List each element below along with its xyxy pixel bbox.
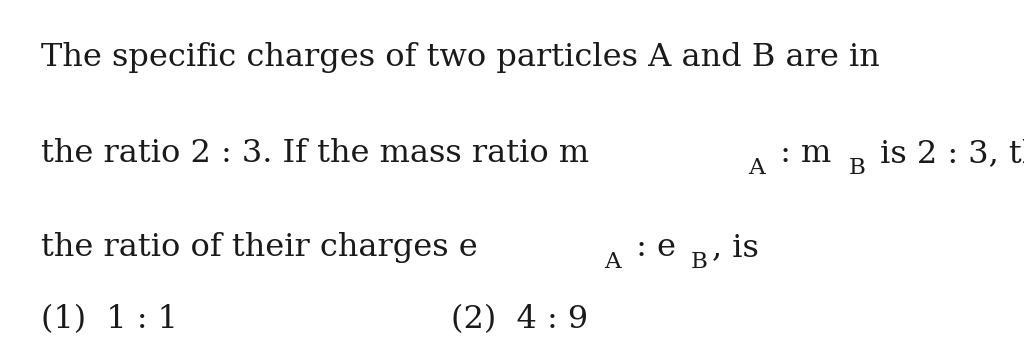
Text: (1)  1 : 1: (1) 1 : 1 [41, 304, 178, 336]
Text: : e: : e [626, 232, 676, 263]
Text: the ratio 2 : 3. If the mass ratio m: the ratio 2 : 3. If the mass ratio m [41, 138, 589, 170]
Text: A: A [604, 251, 622, 273]
Text: is 2 : 3, then: is 2 : 3, then [870, 138, 1024, 170]
Text: B: B [690, 251, 708, 273]
Text: A: A [749, 157, 765, 180]
Text: , is: , is [713, 232, 759, 263]
Text: The specific charges of two particles A and B are in: The specific charges of two particles A … [41, 42, 880, 73]
Text: : m: : m [770, 138, 830, 170]
Text: the ratio of their charges e: the ratio of their charges e [41, 232, 478, 263]
Text: B: B [849, 157, 865, 180]
Text: (2)  4 : 9: (2) 4 : 9 [451, 304, 588, 336]
